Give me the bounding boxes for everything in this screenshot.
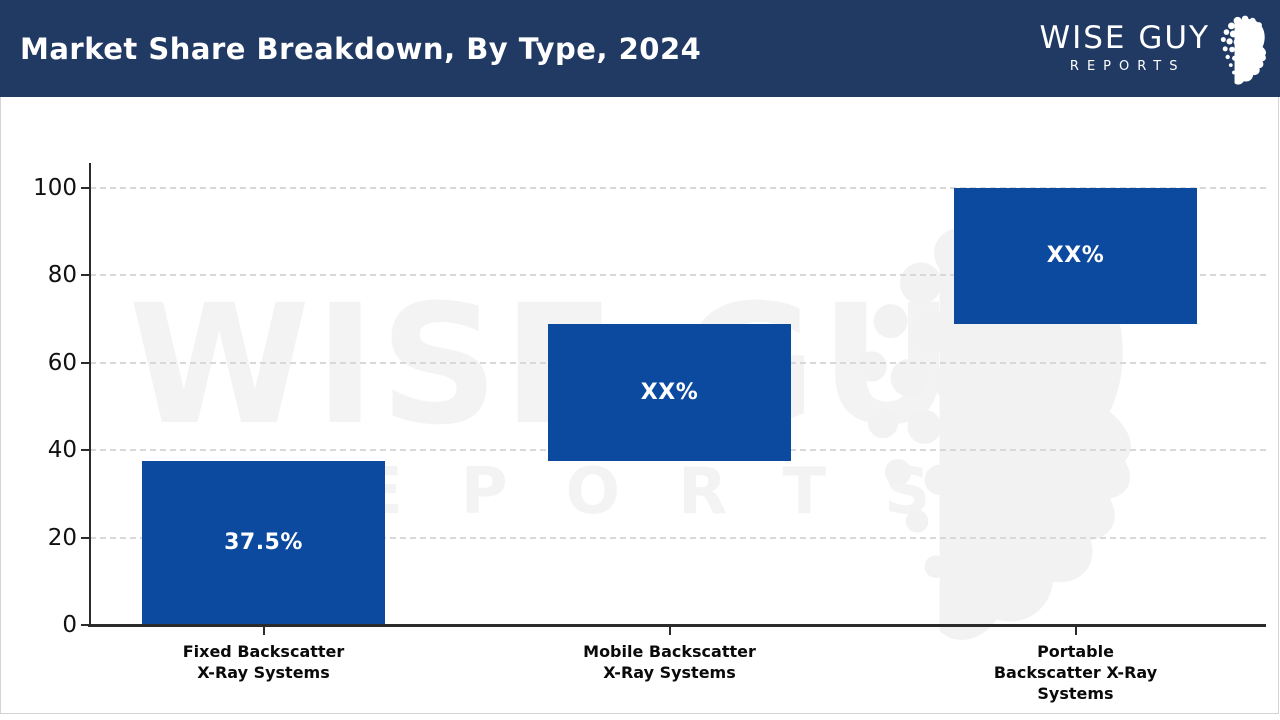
bar-segment: 37.5% bbox=[142, 460, 385, 625]
y-tick-label: 60 bbox=[47, 349, 77, 376]
y-axis-tick bbox=[81, 186, 90, 189]
header-bar: Market Share Breakdown, By Type, 2024 WI… bbox=[0, 0, 1280, 97]
bar-segment: XX% bbox=[954, 187, 1197, 325]
y-tick-label: 40 bbox=[47, 437, 77, 463]
chart-area: WISE GUY REPORTS bbox=[0, 97, 1280, 720]
dotted-face-icon bbox=[1220, 15, 1267, 85]
logo-text: WISE GUY REPORTS bbox=[1039, 20, 1210, 74]
logo-wordmark: WISE GUY bbox=[1039, 20, 1210, 56]
y-axis-tick bbox=[81, 361, 90, 364]
x-category-label: Portable Backscatter X-Ray Systems bbox=[993, 642, 1158, 704]
x-axis-tick bbox=[668, 627, 671, 635]
y-axis-tick bbox=[81, 274, 90, 276]
y-axis-tick bbox=[81, 536, 90, 539]
y-gridline bbox=[90, 536, 1266, 539]
y-gridline bbox=[90, 186, 1266, 189]
y-tick-label: 80 bbox=[47, 262, 77, 288]
y-tick-label: 0 bbox=[62, 612, 77, 638]
logo-subtitle: REPORTS bbox=[1069, 59, 1186, 74]
y-axis-tick bbox=[81, 624, 90, 626]
wise-guy-reports-logo: WISE GUY REPORTS bbox=[1018, 6, 1268, 94]
card-border bbox=[0, 97, 1279, 714]
y-tick-label: 20 bbox=[47, 524, 77, 551]
page-title: Market Share Breakdown, By Type, 2024 bbox=[20, 31, 702, 66]
x-axis-line bbox=[88, 624, 1266, 627]
bar-value-label: XX% bbox=[640, 380, 699, 406]
bar-value-label: 37.5% bbox=[224, 530, 303, 556]
plot-region: 0 20 40 60 80 100 37.5% XX% XX% Fixed Backscatter… bbox=[0, 97, 1280, 720]
x-axis-tick bbox=[1074, 627, 1077, 635]
bar-value-label: XX% bbox=[1046, 243, 1105, 269]
x-axis-tick bbox=[262, 627, 265, 635]
x-category-label: Fixed Backscatter X-Ray Systems bbox=[182, 642, 345, 683]
y-axis-tick bbox=[81, 449, 90, 451]
y-gridline bbox=[90, 274, 1266, 276]
y-axis-line bbox=[89, 163, 91, 625]
bar-segment: XX% bbox=[548, 324, 791, 461]
y-tick-label: 100 bbox=[33, 174, 77, 201]
x-category-label: Mobile Backscatter X-Ray Systems bbox=[583, 642, 756, 683]
